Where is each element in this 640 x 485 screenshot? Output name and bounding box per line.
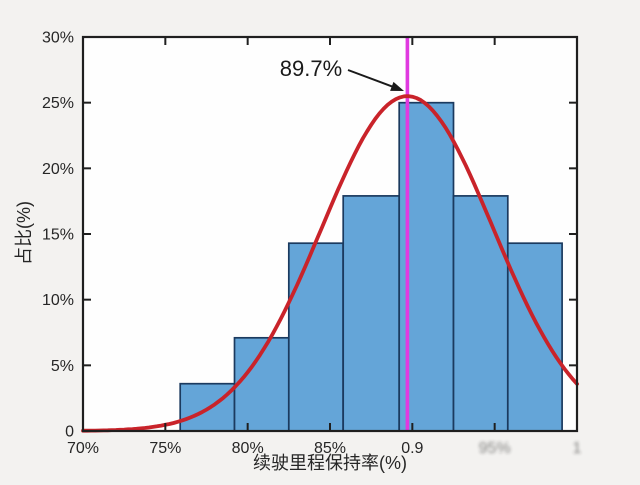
annotation-arrow-shaft [347,69,396,89]
y-tick-label: 0 [65,424,74,441]
x-tick-label: 95% [479,440,511,457]
histogram-bar-3 [342,195,401,432]
y-tick-label: 10% [42,292,74,309]
y-tick-label: 5% [51,358,74,375]
y-axis-title: 占比(%) [14,201,34,265]
y-tick-label: 30% [42,30,74,47]
annotation-arrow [347,69,404,91]
y-tick-label: 15% [42,227,74,244]
x-tick-label: 0.9 [401,440,423,457]
y-tick-label: 20% [42,161,74,178]
annotation-arrow-head [390,81,404,91]
x-axis-title: 续驶里程保持率(%) [253,453,407,473]
x-tick-label: 75% [149,440,181,457]
histogram-bar-5 [452,195,509,432]
x-tick-label: 85% [314,440,346,457]
y-tick-label: 25% [42,95,74,112]
x-tick-label: 80% [232,440,264,457]
mean-annotation-text: 89.7% [280,56,342,81]
x-tick-label: 1 [573,440,582,457]
histogram-bar-6 [506,242,563,432]
histogram-bar-2 [287,242,344,432]
x-tick-label: 70% [67,440,99,457]
plot-area: 70% 75% 80% 85% 0.9 95% 1 0 5% 10% 15% 20% 25% 30% [42,30,582,458]
